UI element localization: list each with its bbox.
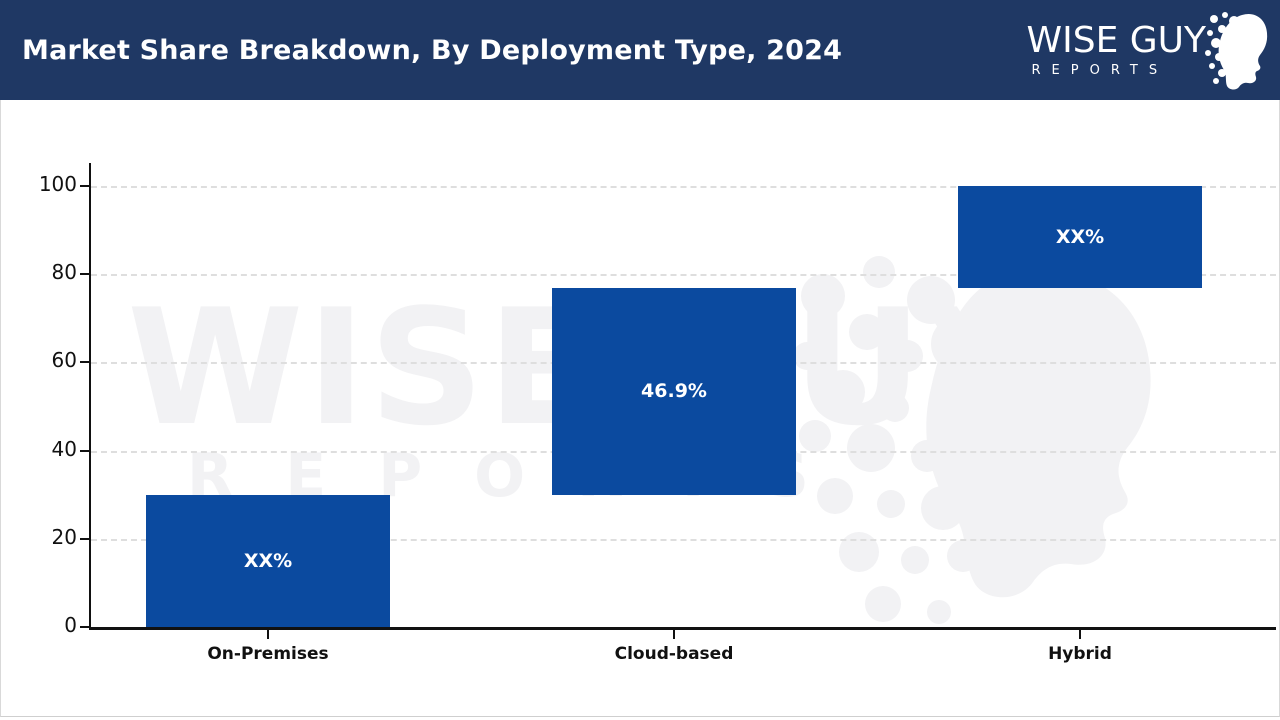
x-tick-mark bbox=[267, 630, 269, 639]
bar-value-label: XX% bbox=[243, 549, 293, 572]
y-tick-label: 20 bbox=[51, 524, 77, 549]
y-tick-mark bbox=[80, 626, 89, 628]
gridline-100 bbox=[91, 186, 1276, 188]
gridline-80 bbox=[91, 274, 1276, 277]
wise-guy-reports-logo: WISE GUY REPORTS bbox=[1027, 9, 1280, 91]
x-tick-mark bbox=[1079, 630, 1081, 639]
y-tick-mark bbox=[80, 537, 89, 540]
y-tick-mark bbox=[80, 361, 89, 364]
bar-value-label: XX% bbox=[1055, 225, 1105, 248]
logo-text: WISE GUY REPORTS bbox=[1026, 19, 1207, 78]
y-tick-label: 60 bbox=[51, 348, 77, 373]
y-tick-label: 0 bbox=[64, 613, 77, 637]
x-axis-category-label: Hybrid bbox=[1048, 644, 1112, 664]
x-tick-mark bbox=[673, 630, 675, 639]
y-tick-label: 40 bbox=[51, 436, 77, 461]
y-tick-mark bbox=[80, 449, 89, 452]
bar-hybrid: XX% bbox=[958, 186, 1202, 288]
y-tick-mark bbox=[80, 185, 89, 187]
x-axis-category-label: On-Premises bbox=[207, 644, 329, 664]
y-tick-label: 80 bbox=[51, 260, 77, 285]
header-bar: Market Share Breakdown, By Deployment Ty… bbox=[0, 0, 1280, 100]
logo-wordmark: WISE GUY bbox=[1026, 19, 1207, 61]
bar-cloud-based: 46.9% bbox=[552, 287, 796, 495]
plot-area: 0 20 40 60 80 100 XX% On-Premises 46.9% Cloud-bas… bbox=[39, 163, 1276, 664]
x-axis-category-label: Cloud-based bbox=[614, 644, 734, 664]
bar-on-premises: XX% bbox=[146, 494, 390, 627]
logo-subtitle: REPORTS bbox=[1031, 62, 1169, 78]
chart-card: WISE GUY REPORTS 0 20 40 60 80 100 XX% On-Premi… bbox=[0, 100, 1280, 717]
watermark-face-icon bbox=[793, 256, 1151, 624]
y-tick-label: 100 bbox=[38, 172, 77, 196]
gridline-20 bbox=[91, 538, 1276, 541]
bar-value-label: 46.9% bbox=[641, 380, 707, 403]
logo-face-icon bbox=[1205, 12, 1268, 90]
chart-title: Market Share Breakdown, By Deployment Ty… bbox=[22, 34, 843, 66]
y-tick-mark bbox=[80, 273, 89, 276]
